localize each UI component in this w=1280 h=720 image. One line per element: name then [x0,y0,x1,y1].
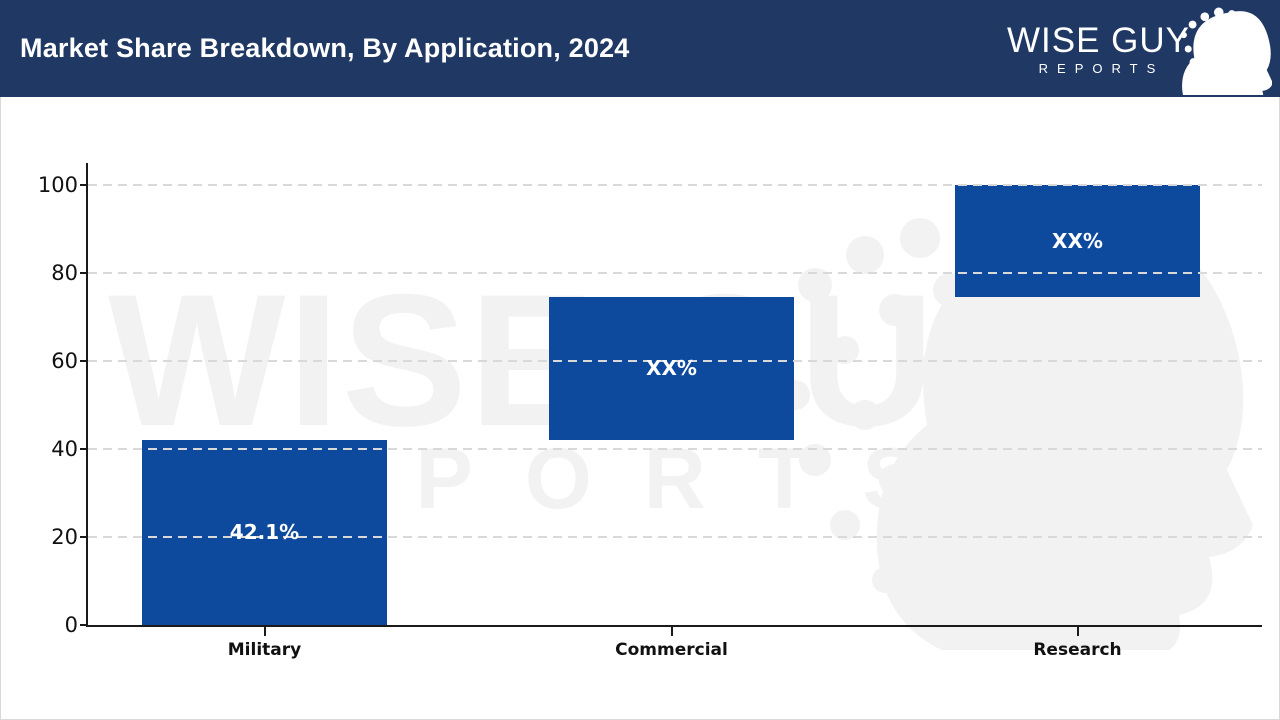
y-gridline [88,448,1262,450]
y-gridline [88,272,1262,274]
y-axis-tick [80,272,88,274]
y-tick-label: 60 [51,349,78,373]
brand-name: WISE GUY [1006,20,1190,60]
y-gridline [88,360,1262,362]
x-axis-tick [670,627,673,636]
y-axis-line [86,163,88,627]
y-gridline [88,536,1262,538]
x-axis-line [86,625,1262,627]
face-profile-icon [1180,7,1272,95]
y-tick-label: 40 [51,437,78,461]
y-axis-tick [80,184,88,186]
bar-military [142,439,387,625]
y-axis-tick [80,624,88,626]
y-tick-label: 80 [51,261,78,285]
x-axis-tick [263,627,266,636]
header-bar: Market Share Breakdown, By Application, … [0,0,1280,97]
x-category-label-research: Research [1033,640,1122,660]
brand-subname: REPORTS [1038,60,1165,76]
bar-value-label: 42.1% [229,520,300,545]
y-tick-label: 20 [51,525,78,549]
x-category-label-commercial: Commercial [615,640,728,660]
bar-commercial [549,296,794,440]
page-title: Market Share Breakdown, By Application, … [20,33,630,63]
y-tick-label: 0 [64,613,78,637]
bar-research [955,185,1200,297]
y-axis-tick [80,360,88,362]
x-axis-tick [1076,627,1079,636]
y-tick-label: 100 [37,173,78,197]
brand-logo: WISE GUY REPORTS [1007,3,1280,95]
bar-value-label: XX% [1052,228,1103,253]
x-category-label-military: Military [227,640,302,660]
bar-value-label: XX% [646,356,697,381]
brand-logo-text: WISE GUY REPORTS [1007,23,1190,75]
y-gridline [88,184,1262,186]
y-axis-tick [80,536,88,538]
y-axis-tick [80,448,88,450]
